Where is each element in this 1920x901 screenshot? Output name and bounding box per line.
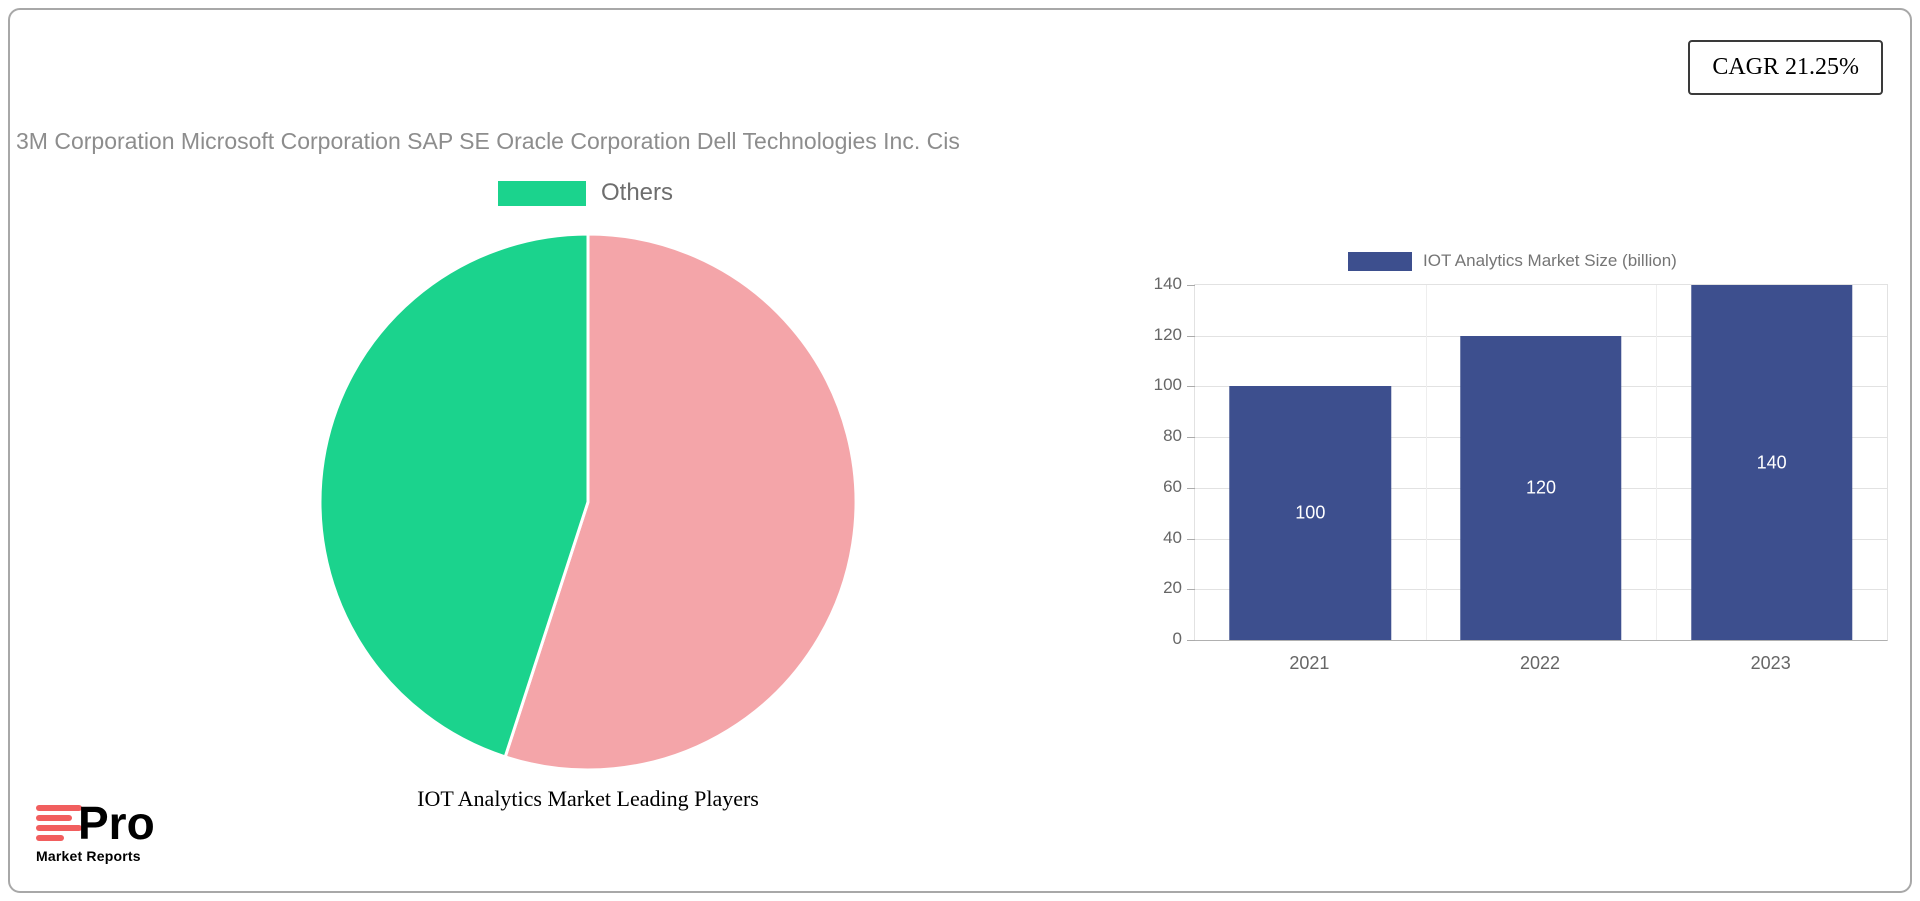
bar-2022: 120 <box>1460 335 1622 640</box>
bar-chart-legend: IOT Analytics Market Size (billion) <box>1348 251 1677 271</box>
bar-chart-x-axis-labels: 2021 2022 2023 <box>1194 653 1886 674</box>
bar-2023: 140 <box>1690 285 1853 640</box>
bar-chart-plot-area: 100 120 140 <box>1187 284 1888 641</box>
y-axis-label: 40 <box>1163 527 1182 547</box>
y-axis-label: 120 <box>1153 324 1182 344</box>
others-legend-label: Others <box>601 179 674 206</box>
y-axis-tick <box>1187 437 1195 439</box>
logo-subtext: Market Reports <box>36 848 141 864</box>
bar-legend-swatch <box>1348 251 1412 271</box>
x-axis-label: 2021 <box>1289 653 1330 673</box>
y-axis-label: 60 <box>1163 476 1182 496</box>
y-axis-label: 140 <box>1153 274 1182 293</box>
y-axis-tick <box>1187 386 1195 388</box>
bar-region: 140 <box>1656 285 1887 640</box>
y-axis-tick <box>1187 589 1195 591</box>
pie-legend-players: 3M Corporation Microsoft Corporation SAP… <box>16 128 960 154</box>
y-axis-label: 100 <box>1153 375 1182 395</box>
bar-value-label: 140 <box>1756 452 1787 472</box>
bar-value-label: 100 <box>1295 502 1326 523</box>
bar-region: 120 <box>1426 285 1657 640</box>
y-axis-label: 80 <box>1163 426 1182 446</box>
x-axis-label: 2023 <box>1750 653 1791 673</box>
category-separator <box>1656 285 1658 640</box>
category-separator <box>1425 285 1427 640</box>
y-axis-tick <box>1187 538 1195 540</box>
bar-2021: 100 <box>1229 386 1392 640</box>
y-axis-tick <box>1187 487 1195 489</box>
pie-chart <box>318 232 858 772</box>
pie-legend-others: Others <box>498 179 673 207</box>
cagr-badge: CAGR 21.25% <box>1688 40 1883 95</box>
pie-caption: IOT Analytics Market Leading Players <box>417 786 759 811</box>
bar-chart-y-axis-labels: 140 120 100 80 60 40 20 0 <box>1124 274 1182 648</box>
logo-bars-icon <box>36 805 82 841</box>
bar-value-label: 120 <box>1525 477 1556 498</box>
bar-legend-label: IOT Analytics Market Size (billion) <box>1423 251 1677 270</box>
pro-market-reports-logo: Pro Market Reports <box>36 800 155 864</box>
pie-slice <box>503 232 858 772</box>
y-axis-tick <box>1187 285 1195 286</box>
pie-slice <box>318 232 590 759</box>
y-axis-label: 0 <box>1172 629 1182 648</box>
x-axis-label: 2022 <box>1519 653 1561 673</box>
others-legend-swatch <box>498 180 586 206</box>
y-axis-label: 20 <box>1163 578 1182 598</box>
logo-row: Pro <box>36 800 155 846</box>
logo-text: Pro <box>78 797 155 849</box>
bar-region: 100 <box>1195 285 1426 640</box>
y-axis-tick <box>1187 335 1195 337</box>
y-axis-tick <box>1187 640 1195 641</box>
